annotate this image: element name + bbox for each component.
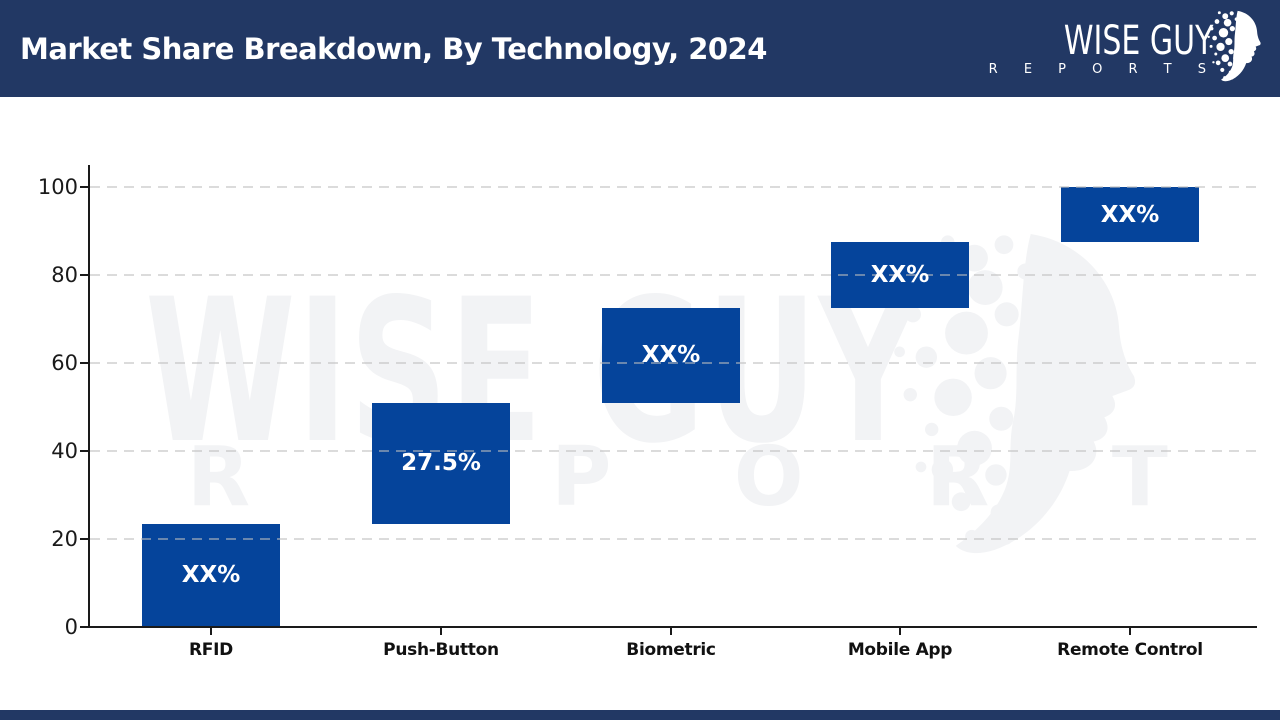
x-axis-label: Mobile App — [847, 640, 953, 660]
y-tick — [80, 274, 88, 276]
logo-wordmark: WISE GUY — [1063, 18, 1213, 64]
x-axis-label: Remote Control — [1057, 640, 1203, 660]
y-axis-line — [88, 165, 90, 628]
header: Market Share Breakdown, By Technology, 2… — [0, 0, 1280, 97]
bar-value-label: XX% — [641, 342, 701, 369]
waterfall-bar-biometric — [602, 308, 740, 403]
y-tick-label: 0 — [64, 615, 78, 639]
x-tick — [1129, 628, 1131, 635]
logo-face-icon — [1204, 9, 1263, 86]
y-gridline — [90, 186, 1257, 188]
x-tick — [670, 628, 672, 635]
x-tick — [440, 628, 442, 635]
y-tick — [80, 626, 88, 628]
waterfall-bar-rfid — [142, 523, 280, 627]
x-tick — [210, 628, 212, 635]
y-tick-label: 80 — [51, 263, 78, 287]
footer-bar — [0, 710, 1280, 720]
x-axis-label: Biometric — [626, 640, 716, 660]
y-gridline — [90, 362, 1257, 364]
y-tick — [80, 362, 88, 364]
waterfall-bar-push-button — [372, 402, 510, 524]
y-gridline — [90, 538, 1257, 540]
x-axis-line — [88, 626, 1257, 628]
bar-value-label: XX% — [870, 262, 930, 288]
y-gridline — [90, 450, 1257, 452]
waterfall-bar-remote-control — [1061, 187, 1199, 242]
y-tick-label: 100 — [37, 175, 78, 199]
y-gridline — [90, 274, 1257, 276]
page-title: Market Share Breakdown, By Technology, 2… — [20, 31, 767, 66]
bar-value-label: XX% — [181, 562, 241, 589]
y-tick — [80, 186, 88, 188]
x-axis-label: RFID — [189, 640, 233, 660]
x-axis-label: Push-Button — [383, 640, 499, 660]
y-tick — [80, 538, 88, 540]
bar-value-label: XX% — [1100, 201, 1160, 228]
y-tick-label: 60 — [51, 351, 78, 375]
bar-value-label: 27.5% — [401, 450, 481, 477]
x-tick — [899, 628, 901, 635]
y-tick-label: 20 — [51, 527, 78, 551]
y-tick — [80, 450, 88, 452]
y-tick-label: 40 — [51, 439, 78, 463]
logo-subtitle: R E P O R T S — [988, 62, 1217, 77]
